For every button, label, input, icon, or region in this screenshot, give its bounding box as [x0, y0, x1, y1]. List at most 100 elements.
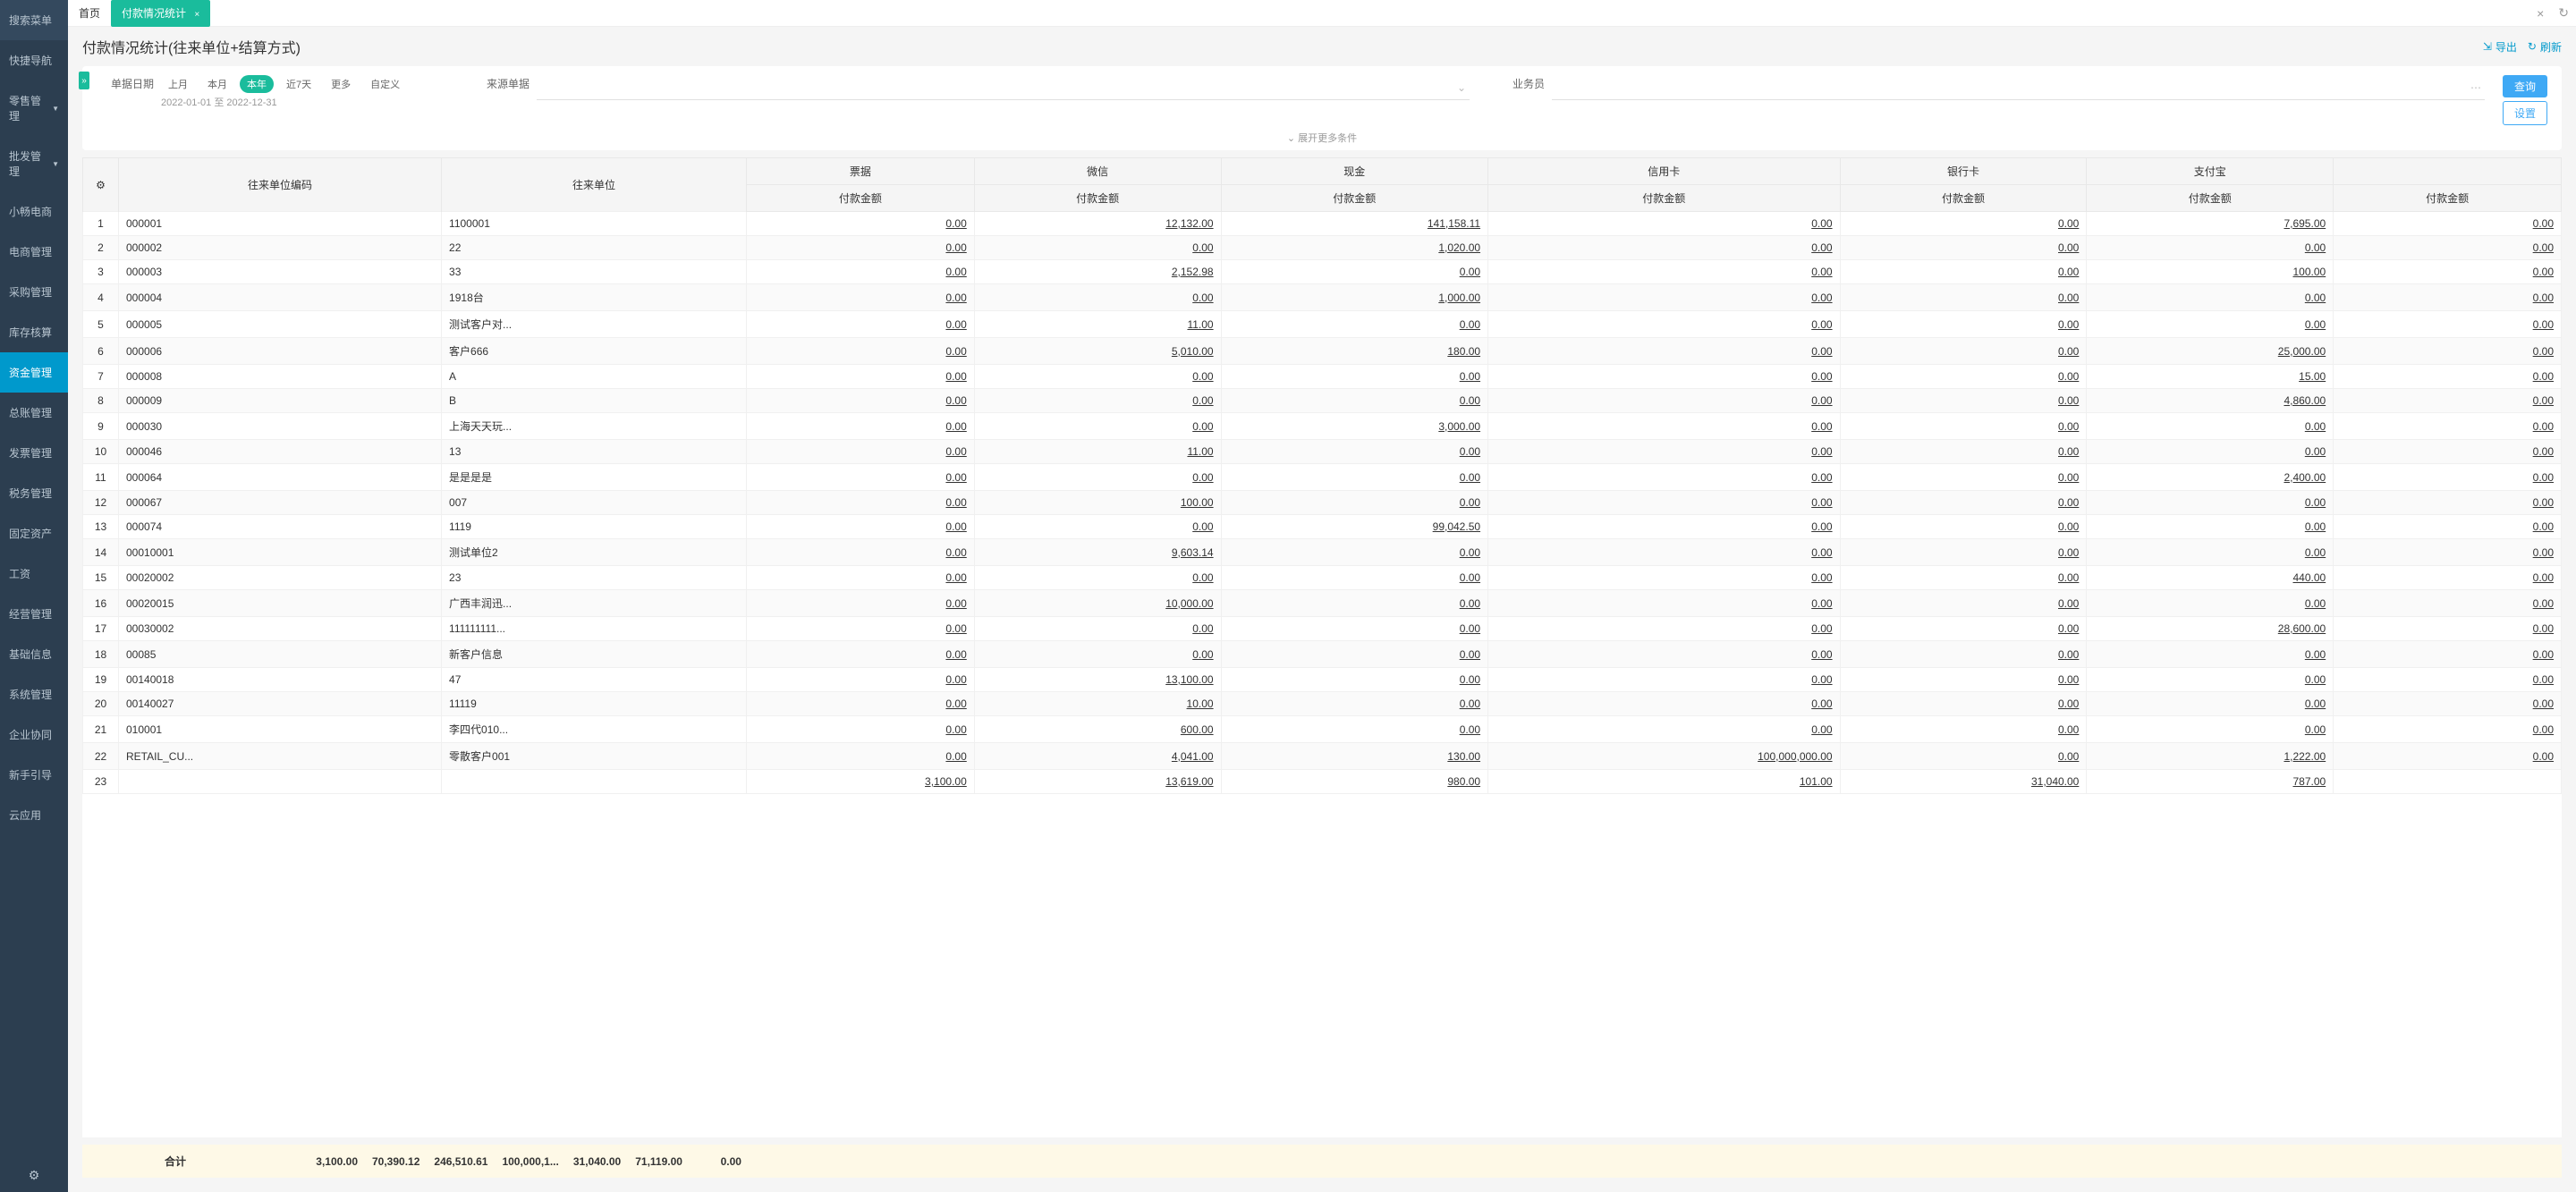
- amount-link[interactable]: 0.00: [2533, 241, 2554, 254]
- sidebar-item-9[interactable]: 总账管理: [0, 393, 68, 433]
- amount-link[interactable]: 0.00: [1460, 266, 1480, 278]
- amount-link[interactable]: 9,603.14: [1172, 546, 1214, 559]
- amount-link[interactable]: 0.00: [2533, 622, 2554, 635]
- sidebar-item-1[interactable]: 快捷导航: [0, 40, 68, 80]
- sidebar-item-6[interactable]: 采购管理: [0, 272, 68, 312]
- sidebar-item-3[interactable]: 批发管理▼: [0, 136, 68, 191]
- amount-link[interactable]: 0.00: [1811, 318, 1832, 331]
- amount-link[interactable]: 0.00: [945, 673, 966, 686]
- amount-link[interactable]: 31,040.00: [2031, 775, 2079, 788]
- amount-link[interactable]: 1,222.00: [2284, 750, 2326, 763]
- amount-link[interactable]: 2,400.00: [2284, 471, 2326, 484]
- amount-link[interactable]: 0.00: [945, 520, 966, 533]
- amount-link[interactable]: 440.00: [2292, 571, 2326, 584]
- amount-link[interactable]: 0.00: [2533, 571, 2554, 584]
- amount-link[interactable]: 15.00: [2299, 370, 2326, 383]
- amount-link[interactable]: 0.00: [2533, 496, 2554, 509]
- amount-link[interactable]: 0.00: [945, 546, 966, 559]
- amount-link[interactable]: 0.00: [1811, 445, 1832, 458]
- amount-link[interactable]: 7,695.00: [2284, 217, 2326, 230]
- amount-link[interactable]: 0.00: [2533, 292, 2554, 304]
- amount-link[interactable]: 0.00: [1460, 697, 1480, 710]
- amount-link[interactable]: 0.00: [1811, 471, 1832, 484]
- amount-link[interactable]: 0.00: [945, 266, 966, 278]
- amount-link[interactable]: 0.00: [2305, 648, 2326, 661]
- amount-link[interactable]: 0.00: [1811, 546, 1832, 559]
- amount-link[interactable]: 0.00: [945, 420, 966, 433]
- amount-link[interactable]: 0.00: [2058, 496, 2079, 509]
- amount-link[interactable]: 0.00: [945, 571, 966, 584]
- amount-link[interactable]: 0.00: [1192, 520, 1213, 533]
- query-button[interactable]: 查询: [2503, 75, 2547, 97]
- date-chip-0[interactable]: 上月: [161, 75, 195, 93]
- amount-link[interactable]: 0.00: [2305, 546, 2326, 559]
- amount-link[interactable]: 600.00: [1181, 723, 1214, 736]
- amount-link[interactable]: 0.00: [2058, 241, 2079, 254]
- amount-link[interactable]: 0.00: [1811, 217, 1832, 230]
- amount-link[interactable]: 0.00: [2058, 571, 2079, 584]
- amount-link[interactable]: 0.00: [1460, 673, 1480, 686]
- expand-filters-button[interactable]: 展开更多条件: [97, 125, 2547, 150]
- amount-link[interactable]: 10,000.00: [1165, 597, 1213, 610]
- amount-link[interactable]: 980.00: [1447, 775, 1480, 788]
- amount-link[interactable]: 4,860.00: [2284, 394, 2326, 407]
- amount-link[interactable]: 0.00: [1811, 622, 1832, 635]
- amount-link[interactable]: 0.00: [1811, 571, 1832, 584]
- amount-link[interactable]: 28,600.00: [2278, 622, 2326, 635]
- sidebar-item-19[interactable]: 云应用: [0, 795, 68, 835]
- amount-link[interactable]: 0.00: [2058, 292, 2079, 304]
- amount-link[interactable]: 0.00: [1460, 370, 1480, 383]
- amount-link[interactable]: 0.00: [1811, 648, 1832, 661]
- amount-link[interactable]: 0.00: [2533, 345, 2554, 358]
- sidebar-item-8[interactable]: 资金管理: [0, 352, 68, 393]
- sidebar-item-16[interactable]: 系统管理: [0, 674, 68, 714]
- filter-collapse-toggle[interactable]: »: [79, 72, 89, 89]
- amount-link[interactable]: 0.00: [2533, 394, 2554, 407]
- amount-link[interactable]: 0.00: [2058, 266, 2079, 278]
- amount-link[interactable]: 0.00: [945, 445, 966, 458]
- amount-link[interactable]: 0.00: [2058, 318, 2079, 331]
- tab-active[interactable]: 付款情况统计 ×: [111, 0, 210, 27]
- amount-link[interactable]: 11.00: [1187, 445, 1213, 458]
- amount-link[interactable]: 141,158.11: [1428, 217, 1480, 230]
- clerk-select[interactable]: ⋯: [1552, 75, 2485, 100]
- amount-link[interactable]: 1,020.00: [1438, 241, 1480, 254]
- amount-link[interactable]: 0.00: [945, 697, 966, 710]
- amount-link[interactable]: 0.00: [2533, 445, 2554, 458]
- sidebar-settings[interactable]: ⚙: [0, 1159, 68, 1192]
- amount-link[interactable]: 0.00: [2058, 723, 2079, 736]
- close-icon[interactable]: ×: [194, 10, 199, 20]
- amount-link[interactable]: 1,000.00: [1438, 292, 1480, 304]
- amount-link[interactable]: 0.00: [1192, 394, 1213, 407]
- sidebar-item-7[interactable]: 库存核算: [0, 312, 68, 352]
- refresh-button[interactable]: ↻刷新: [2528, 39, 2562, 55]
- amount-link[interactable]: 0.00: [1460, 394, 1480, 407]
- amount-link[interactable]: 0.00: [2058, 597, 2079, 610]
- amount-link[interactable]: 0.00: [2533, 370, 2554, 383]
- amount-link[interactable]: 180.00: [1447, 345, 1480, 358]
- amount-link[interactable]: 0.00: [1192, 370, 1213, 383]
- amount-link[interactable]: 4,041.00: [1172, 750, 1214, 763]
- amount-link[interactable]: 0.00: [2305, 420, 2326, 433]
- amount-link[interactable]: 0.00: [1811, 723, 1832, 736]
- amount-link[interactable]: 0.00: [1811, 345, 1832, 358]
- amount-link[interactable]: 0.00: [2058, 445, 2079, 458]
- amount-link[interactable]: 0.00: [945, 750, 966, 763]
- amount-link[interactable]: 0.00: [1811, 370, 1832, 383]
- table-gear[interactable]: ⚙: [83, 158, 119, 212]
- sidebar-item-2[interactable]: 零售管理▼: [0, 80, 68, 136]
- amount-link[interactable]: 0.00: [1192, 622, 1213, 635]
- amount-link[interactable]: 100.00: [1181, 496, 1214, 509]
- amount-link[interactable]: 0.00: [1811, 420, 1832, 433]
- amount-link[interactable]: 0.00: [2533, 750, 2554, 763]
- amount-link[interactable]: 0.00: [1460, 597, 1480, 610]
- amount-link[interactable]: 0.00: [2305, 723, 2326, 736]
- amount-link[interactable]: 0.00: [945, 496, 966, 509]
- amount-link[interactable]: 787.00: [2292, 775, 2326, 788]
- amount-link[interactable]: 0.00: [1460, 318, 1480, 331]
- amount-link[interactable]: 0.00: [945, 318, 966, 331]
- date-chip-5[interactable]: 自定义: [363, 75, 407, 93]
- amount-link[interactable]: 0.00: [945, 471, 966, 484]
- settings-button[interactable]: 设置: [2503, 101, 2547, 125]
- amount-link[interactable]: 13,619.00: [1165, 775, 1213, 788]
